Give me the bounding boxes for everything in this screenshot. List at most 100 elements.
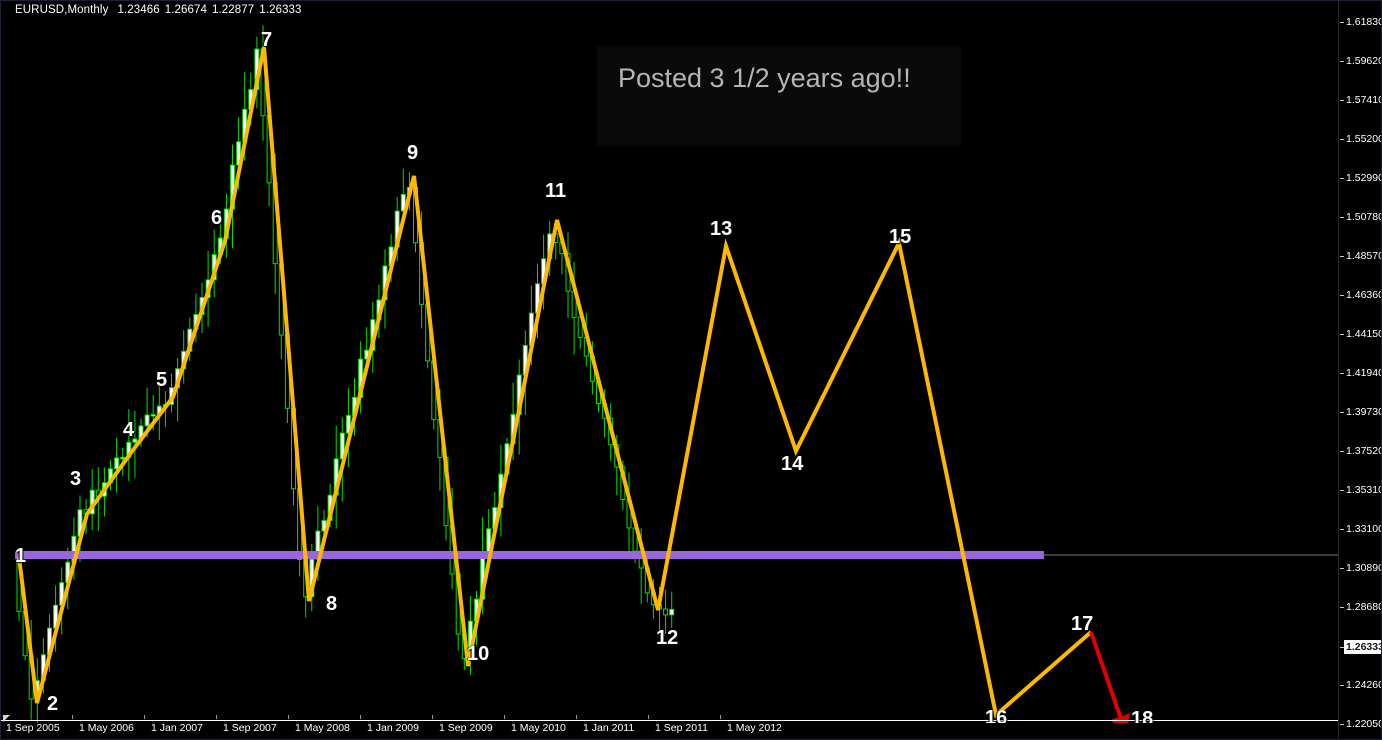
wave-label-8: 8 xyxy=(326,593,338,615)
candle-bearish xyxy=(291,407,296,490)
candle-bullish xyxy=(492,507,498,530)
candle-bullish xyxy=(199,297,205,315)
time-tick-separator xyxy=(360,715,361,719)
candle-bullish xyxy=(327,494,333,522)
candle-bullish xyxy=(248,89,254,110)
price-tick-dash xyxy=(1340,178,1344,179)
candle-bullish xyxy=(217,237,223,256)
candle-bullish xyxy=(175,368,181,389)
price-tick-dash xyxy=(1340,22,1344,23)
price-tick: 1.24260 xyxy=(1339,679,1381,692)
price-tick-dash xyxy=(1340,724,1344,725)
candle-bullish xyxy=(59,582,65,606)
candle-bullish xyxy=(89,489,95,515)
candle-bearish xyxy=(657,604,662,610)
price-tick-dash xyxy=(1340,490,1344,491)
candle-bullish xyxy=(541,258,547,285)
candle-bullish xyxy=(156,405,162,416)
candle-bullish xyxy=(223,208,229,239)
price-tick-dash xyxy=(1340,139,1344,140)
time-tick-label: 1 May 2012 xyxy=(727,722,782,734)
price-tick-label: 1.48570 xyxy=(1346,250,1382,262)
candle-bullish xyxy=(364,349,370,360)
price-tick: 1.52990 xyxy=(1339,172,1381,185)
candle-bearish xyxy=(28,655,34,700)
wave-label-9: 9 xyxy=(407,142,419,164)
ohlc-open: 1.23466 xyxy=(117,4,160,16)
candle-bearish xyxy=(83,509,89,515)
time-tick-label: 1 Sep 2009 xyxy=(439,722,493,734)
candle-bullish xyxy=(309,558,315,598)
time-axis[interactable]: 1 Sep 2005 1 May 2006 1 Jan 2007 1 Sep 2007… xyxy=(1,715,1341,739)
wave-label-2: 2 xyxy=(47,693,59,715)
price-tick: 1.30890 xyxy=(1339,562,1381,575)
time-tick-separator xyxy=(144,715,145,719)
candle-bullish xyxy=(510,413,516,445)
price-tick: 1.44150 xyxy=(1339,328,1381,341)
symbol-ohlc-header: EURUSD,Monthly 1.23466 1.26674 1.22877 1.263… xyxy=(15,4,307,16)
candle-bullish xyxy=(547,233,553,260)
candle-bullish xyxy=(254,48,260,90)
price-tick-label: 1.35310 xyxy=(1346,484,1382,496)
price-tick: 1.33100 xyxy=(1339,523,1381,536)
candle-bullish xyxy=(406,187,412,195)
time-tick-label: 1 Sep 2005 xyxy=(6,722,60,734)
time-tick-label: 1 Jan 2007 xyxy=(151,722,203,734)
wave-label-5: 5 xyxy=(156,369,168,391)
candle-bullish xyxy=(77,509,83,537)
candle-bullish xyxy=(65,561,71,584)
candle-bearish xyxy=(583,336,589,357)
price-tick: 1.37520 xyxy=(1339,445,1381,458)
candle-bullish xyxy=(516,374,522,415)
candle-bearish xyxy=(22,610,28,657)
candle-bullish xyxy=(144,414,150,427)
candle-bullish xyxy=(315,530,321,560)
candle-bullish xyxy=(352,396,357,416)
price-axis[interactable]: 1.61830 1.59620 1.57410 1.55200 1.52990 1.507… xyxy=(1338,1,1382,739)
candle-bullish xyxy=(236,141,242,166)
candle-bullish xyxy=(400,193,406,212)
plot-area[interactable]: Posted 3 1/2 years ago!! 1 2 3 4 5 6 7 8 9 10 11 12… xyxy=(1,1,1341,723)
price-tick-label: 1.39730 xyxy=(1346,406,1382,418)
candle-bearish xyxy=(663,608,669,616)
candle-bullish xyxy=(193,314,199,330)
time-tick-separator xyxy=(72,715,73,719)
candle-bearish xyxy=(461,633,467,659)
wave-label-17: 17 xyxy=(1071,613,1094,635)
candle-bearish xyxy=(626,499,632,529)
price-tick-label: 1.37520 xyxy=(1346,445,1382,457)
candle-bearish xyxy=(437,419,443,458)
time-tick-label: 1 May 2008 xyxy=(295,722,350,734)
chart-corner-marker xyxy=(3,715,10,722)
candle-bullish xyxy=(535,283,540,314)
time-tick-separator xyxy=(648,715,649,719)
price-tick-label: 1.22050 xyxy=(1346,718,1382,730)
candle-bullish xyxy=(187,328,193,352)
candle-bullish xyxy=(376,299,382,321)
candle-bearish xyxy=(443,456,449,527)
price-tick-label: 1.52990 xyxy=(1346,172,1382,184)
candle-bearish xyxy=(559,241,565,255)
ohlc-close: 1.26333 xyxy=(259,4,302,16)
candle-bearish xyxy=(455,573,461,635)
wave-label-18: 18 xyxy=(1131,708,1154,723)
price-tick: 1.48570 xyxy=(1339,250,1381,263)
price-tick-dash xyxy=(1340,217,1344,218)
candle-bullish xyxy=(205,279,211,299)
symbol-label: EURUSD,Monthly xyxy=(15,4,109,16)
candle-bearish xyxy=(284,334,290,409)
price-tick-dash xyxy=(1340,685,1344,686)
candle-bearish xyxy=(297,488,303,560)
price-tick: 1.61830 xyxy=(1339,16,1381,29)
price-tick: 1.57410 xyxy=(1339,94,1381,107)
price-tick-label: 1.24260 xyxy=(1346,679,1382,691)
ohlc-low: 1.22877 xyxy=(212,4,255,16)
wave-label-7: 7 xyxy=(261,29,273,51)
price-tick: 1.28680 xyxy=(1339,601,1381,614)
time-tick-label: 1 Jan 2011 xyxy=(583,722,635,734)
candle-bullish xyxy=(345,414,351,434)
wave-label-14: 14 xyxy=(781,453,804,475)
candle-bearish xyxy=(577,316,583,338)
candle-bearish xyxy=(272,182,278,265)
price-tick-dash xyxy=(1340,256,1344,257)
